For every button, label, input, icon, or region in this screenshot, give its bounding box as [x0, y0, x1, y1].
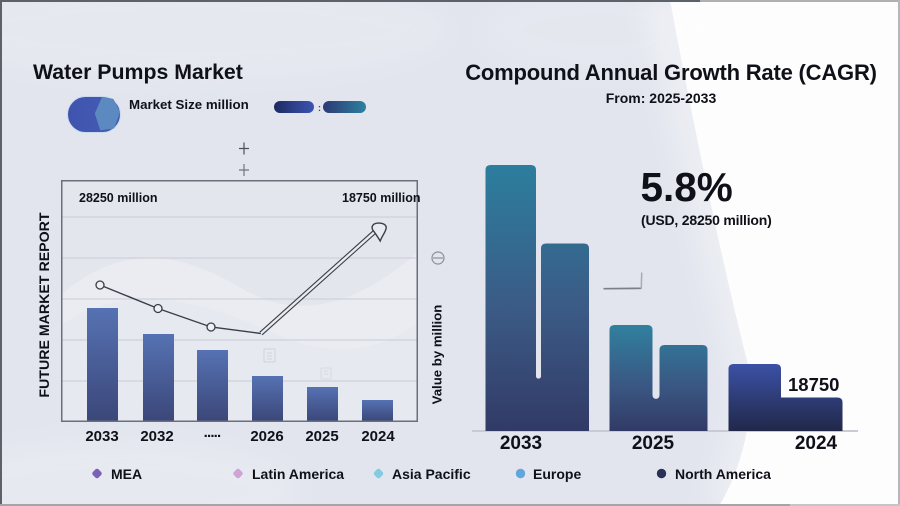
svg-text::: : [318, 103, 321, 113]
